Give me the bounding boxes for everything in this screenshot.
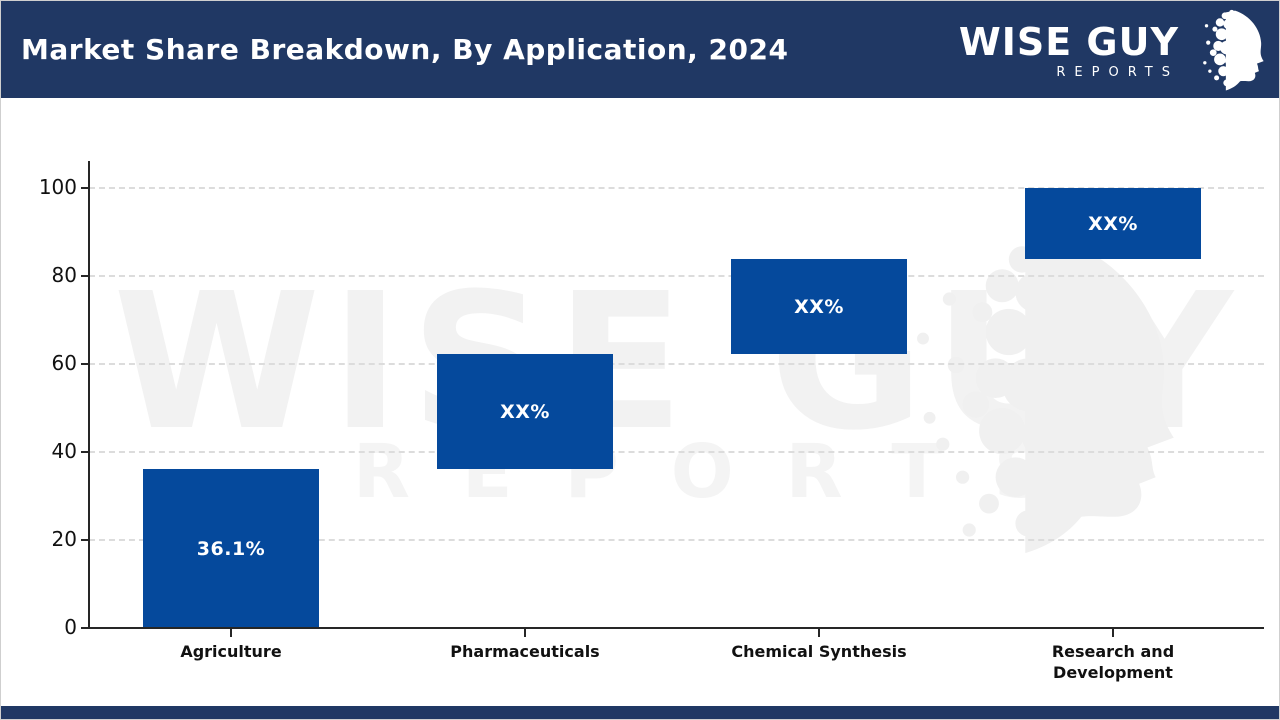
page-title: Market Share Breakdown, By Application, …: [21, 33, 789, 66]
x-axis-line: [88, 627, 1264, 629]
y-tick-mark: [81, 187, 89, 189]
y-tick-label: 60: [51, 351, 77, 375]
y-tick-mark: [81, 627, 89, 629]
bar-value-label: XX%: [500, 400, 550, 423]
x-tick-mark: [818, 629, 820, 637]
x-category-label: Agriculture: [180, 642, 282, 661]
bar-segment: XX%: [731, 259, 907, 354]
bar-value-label: XX%: [1088, 212, 1138, 235]
gridline: [89, 451, 1264, 453]
brand-logo-text: WISE GUY REPORTS: [959, 22, 1179, 80]
y-tick-mark: [81, 275, 89, 277]
footer-bar: [1, 706, 1279, 719]
x-category-label: Chemical Synthesis: [731, 642, 907, 661]
x-tick-mark: [1112, 629, 1114, 637]
brand-logo: WISE GUY REPORTS: [959, 9, 1267, 93]
y-tick-label: 40: [51, 439, 77, 463]
gridline: [89, 539, 1264, 541]
brand-subname: REPORTS: [1056, 65, 1179, 80]
x-tick-mark: [230, 629, 232, 637]
bar-value-label: XX%: [794, 295, 844, 318]
y-tick-label: 80: [51, 263, 77, 287]
gridline: [89, 275, 1264, 277]
bar-segment: XX%: [1025, 188, 1201, 260]
y-axis-line: [88, 161, 90, 629]
x-category-label: Pharmaceuticals: [450, 642, 600, 661]
y-tick-label: 0: [64, 615, 77, 639]
x-category-label: Research and Development: [1051, 642, 1175, 682]
header-bar: Market Share Breakdown, By Application, …: [1, 1, 1279, 98]
bar-value-label: 36.1%: [196, 537, 266, 560]
y-tick-mark: [81, 539, 89, 541]
y-tick-label: 20: [51, 527, 77, 551]
y-tick-mark: [81, 363, 89, 365]
gridline: [89, 187, 1264, 189]
dotted-head-profile-icon: [1203, 9, 1264, 91]
bar-segment: 36.1%: [143, 469, 319, 628]
y-tick-label: 100: [38, 175, 77, 199]
brand-name: WISE GUY: [958, 20, 1179, 64]
x-tick-mark: [524, 629, 526, 637]
bar-segment: XX%: [437, 353, 613, 470]
gridline: [89, 363, 1264, 365]
y-tick-mark: [81, 451, 89, 453]
